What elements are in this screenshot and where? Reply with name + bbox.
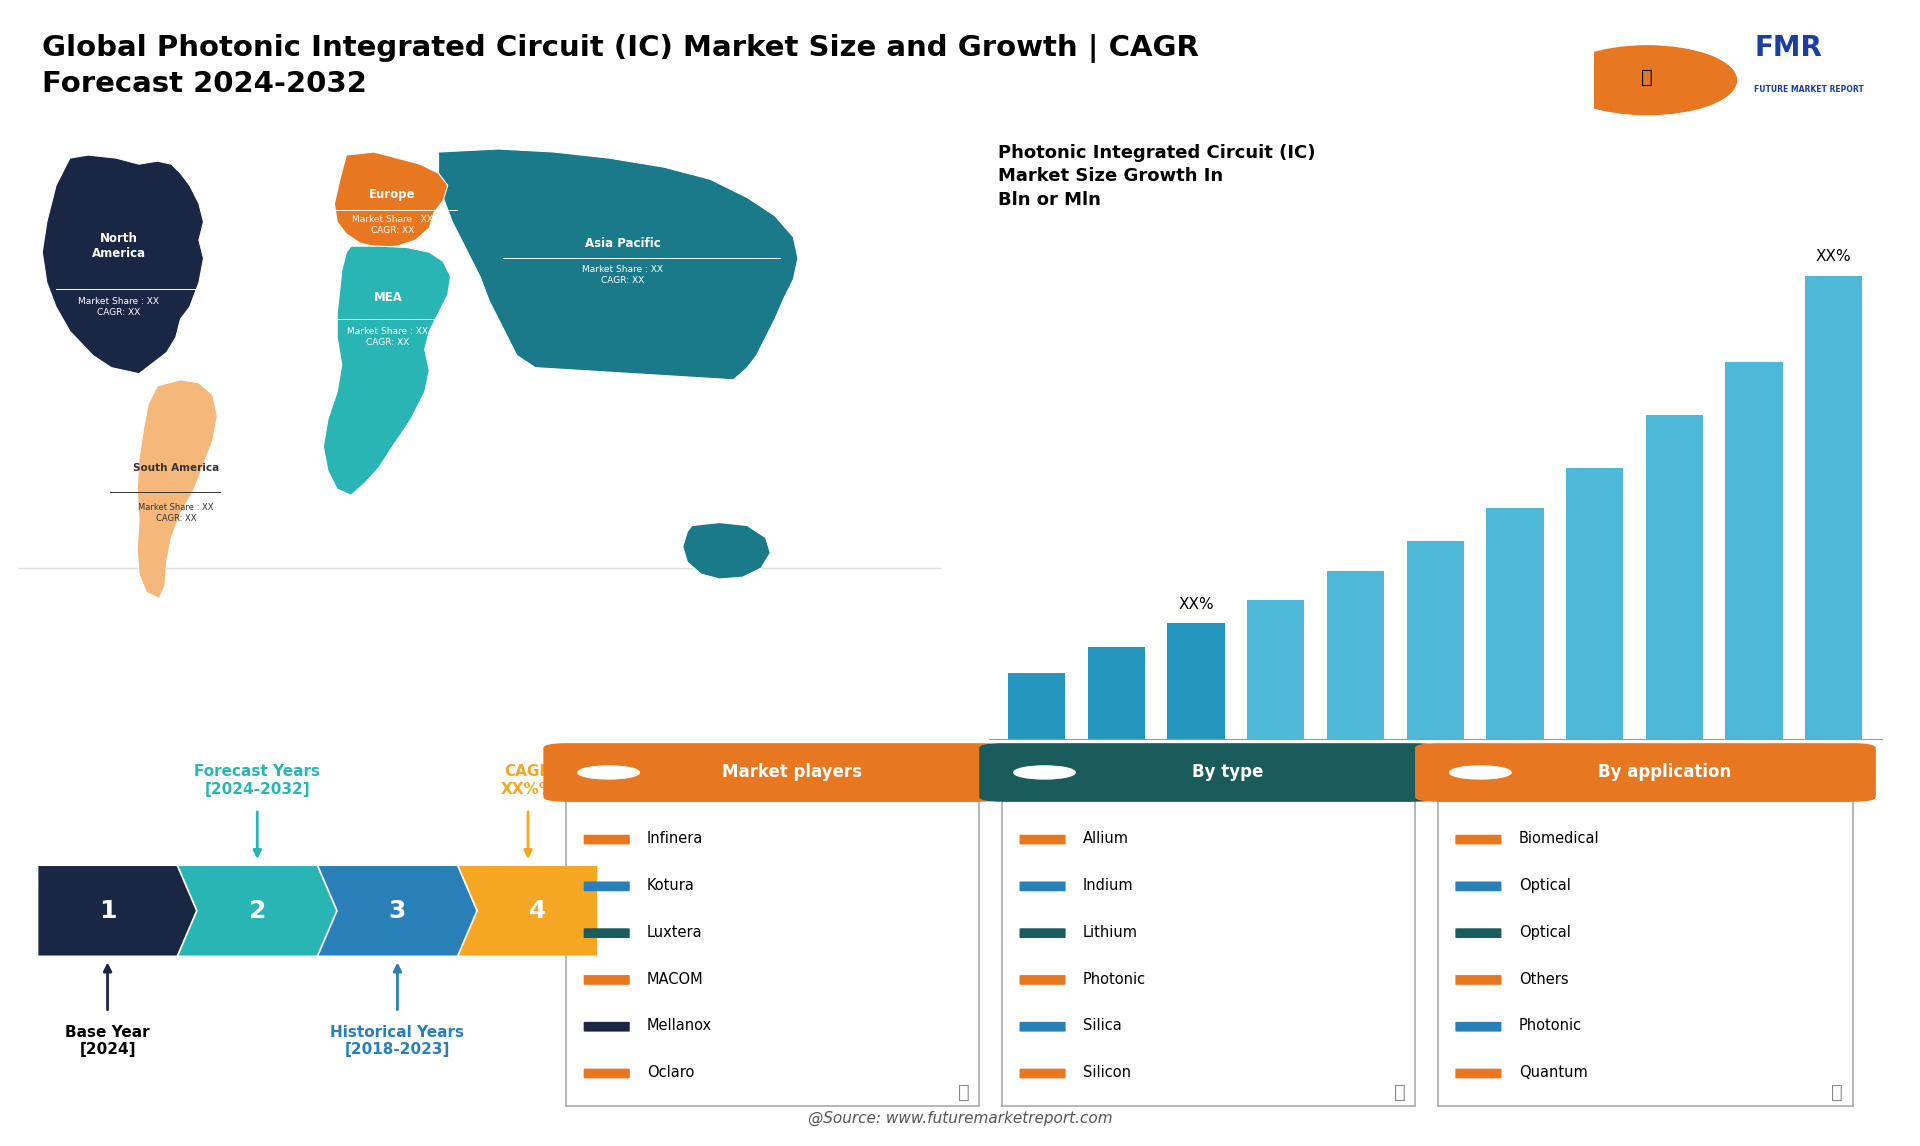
Text: Allium: Allium xyxy=(1083,831,1129,846)
Polygon shape xyxy=(459,866,597,956)
Text: Indium: Indium xyxy=(1083,878,1133,893)
FancyBboxPatch shape xyxy=(584,834,630,845)
Bar xyxy=(1087,646,1144,739)
FancyBboxPatch shape xyxy=(1020,1022,1066,1031)
Text: Silicon: Silicon xyxy=(1083,1065,1131,1081)
Text: 🔭: 🔭 xyxy=(1642,69,1653,87)
Polygon shape xyxy=(136,379,217,598)
Polygon shape xyxy=(334,152,447,248)
Text: Kotura: Kotura xyxy=(647,878,695,893)
Bar xyxy=(1486,508,1544,739)
Bar xyxy=(1805,276,1862,739)
FancyBboxPatch shape xyxy=(1455,975,1501,984)
Text: MACOM: MACOM xyxy=(647,972,703,987)
FancyBboxPatch shape xyxy=(1455,1068,1501,1078)
Text: MEA: MEA xyxy=(372,291,403,305)
FancyBboxPatch shape xyxy=(543,743,1002,802)
Polygon shape xyxy=(38,866,196,956)
Text: 1: 1 xyxy=(98,898,117,923)
Text: Market players: Market players xyxy=(722,763,862,782)
Text: XX%: XX% xyxy=(1179,597,1213,612)
Text: FUTURE MARKET REPORT: FUTURE MARKET REPORT xyxy=(1755,85,1864,94)
Text: @Source: www.futuremarketreport.com: @Source: www.futuremarketreport.com xyxy=(808,1112,1112,1127)
Bar xyxy=(1407,541,1463,739)
Text: Others: Others xyxy=(1519,972,1569,987)
FancyBboxPatch shape xyxy=(1020,834,1066,845)
Text: Asia Pacific: Asia Pacific xyxy=(586,236,660,250)
Text: Optical: Optical xyxy=(1519,878,1571,893)
FancyBboxPatch shape xyxy=(584,1068,630,1078)
Circle shape xyxy=(1450,766,1511,779)
Text: Quantum: Quantum xyxy=(1519,1065,1588,1081)
Text: Market Share : XX
CAGR: XX: Market Share : XX CAGR: XX xyxy=(582,265,662,284)
Text: 4: 4 xyxy=(528,898,547,923)
Text: Biomedical: Biomedical xyxy=(1519,831,1599,846)
Text: Oclaro: Oclaro xyxy=(647,1065,695,1081)
Text: 2: 2 xyxy=(248,898,267,923)
Text: CAGR
XX%%: CAGR XX%% xyxy=(501,764,555,796)
FancyBboxPatch shape xyxy=(1455,928,1501,939)
Circle shape xyxy=(1557,46,1736,115)
Text: Global Photonic Integrated Circuit (IC) Market Size and Growth | CAGR
Forecast 2: Global Photonic Integrated Circuit (IC) … xyxy=(42,34,1200,97)
FancyBboxPatch shape xyxy=(1020,928,1066,939)
Text: Lithium: Lithium xyxy=(1083,925,1139,940)
Text: Photonic: Photonic xyxy=(1083,972,1146,987)
Bar xyxy=(1567,468,1622,739)
FancyBboxPatch shape xyxy=(1455,1022,1501,1031)
Text: Luxtera: Luxtera xyxy=(647,925,703,940)
Text: By type: By type xyxy=(1192,763,1263,782)
Text: Europe: Europe xyxy=(369,188,417,201)
Text: XX%: XX% xyxy=(1816,250,1851,265)
Bar xyxy=(1726,362,1784,739)
Polygon shape xyxy=(438,149,799,379)
Text: North
America: North America xyxy=(92,233,146,260)
Bar xyxy=(1645,415,1703,739)
Text: Market Share : XX
CAGR: XX: Market Share : XX CAGR: XX xyxy=(348,328,428,347)
Text: Historical Years
[2018-2023]: Historical Years [2018-2023] xyxy=(330,1025,465,1057)
FancyBboxPatch shape xyxy=(584,881,630,892)
Text: Silica: Silica xyxy=(1083,1019,1121,1034)
Polygon shape xyxy=(179,866,336,956)
Text: Mellanox: Mellanox xyxy=(647,1019,712,1034)
Polygon shape xyxy=(684,523,770,579)
FancyBboxPatch shape xyxy=(1020,881,1066,892)
FancyBboxPatch shape xyxy=(979,743,1438,802)
Polygon shape xyxy=(42,155,204,374)
Text: Photonic: Photonic xyxy=(1519,1019,1582,1034)
FancyBboxPatch shape xyxy=(1455,881,1501,892)
Text: Optical: Optical xyxy=(1519,925,1571,940)
Bar xyxy=(1167,623,1225,739)
FancyBboxPatch shape xyxy=(584,928,630,939)
Circle shape xyxy=(578,766,639,779)
Text: Market Share : XX
CAGR: XX: Market Share : XX CAGR: XX xyxy=(79,297,159,317)
Text: Forecast Years
[2024-2032]: Forecast Years [2024-2032] xyxy=(194,764,321,796)
Circle shape xyxy=(1014,766,1075,779)
FancyBboxPatch shape xyxy=(1020,975,1066,984)
Text: ⎷: ⎷ xyxy=(958,1083,970,1102)
Text: 3: 3 xyxy=(388,898,407,923)
FancyBboxPatch shape xyxy=(584,1022,630,1031)
FancyBboxPatch shape xyxy=(584,975,630,984)
Text: FMR: FMR xyxy=(1755,34,1822,62)
Polygon shape xyxy=(319,866,476,956)
Text: By application: By application xyxy=(1597,763,1732,782)
Text: ⎷: ⎷ xyxy=(1832,1083,1843,1102)
Polygon shape xyxy=(323,246,451,495)
Text: Market Share : XX
CAGR: XX: Market Share : XX CAGR: XX xyxy=(138,503,213,524)
Text: South America: South America xyxy=(132,463,219,473)
Text: Market Share : XX
CAGR: XX: Market Share : XX CAGR: XX xyxy=(351,214,432,235)
FancyBboxPatch shape xyxy=(1415,743,1876,802)
FancyBboxPatch shape xyxy=(1020,1068,1066,1078)
Bar xyxy=(1327,571,1384,739)
Text: Base Year
[2024]: Base Year [2024] xyxy=(65,1025,150,1057)
FancyBboxPatch shape xyxy=(1455,834,1501,845)
Text: Infinera: Infinera xyxy=(647,831,703,846)
Text: ⎷: ⎷ xyxy=(1394,1083,1405,1102)
Bar xyxy=(1008,673,1066,739)
Text: Photonic Integrated Circuit (IC)
Market Size Growth In
Bln or Mln: Photonic Integrated Circuit (IC) Market … xyxy=(998,143,1315,209)
Bar xyxy=(1248,601,1304,739)
